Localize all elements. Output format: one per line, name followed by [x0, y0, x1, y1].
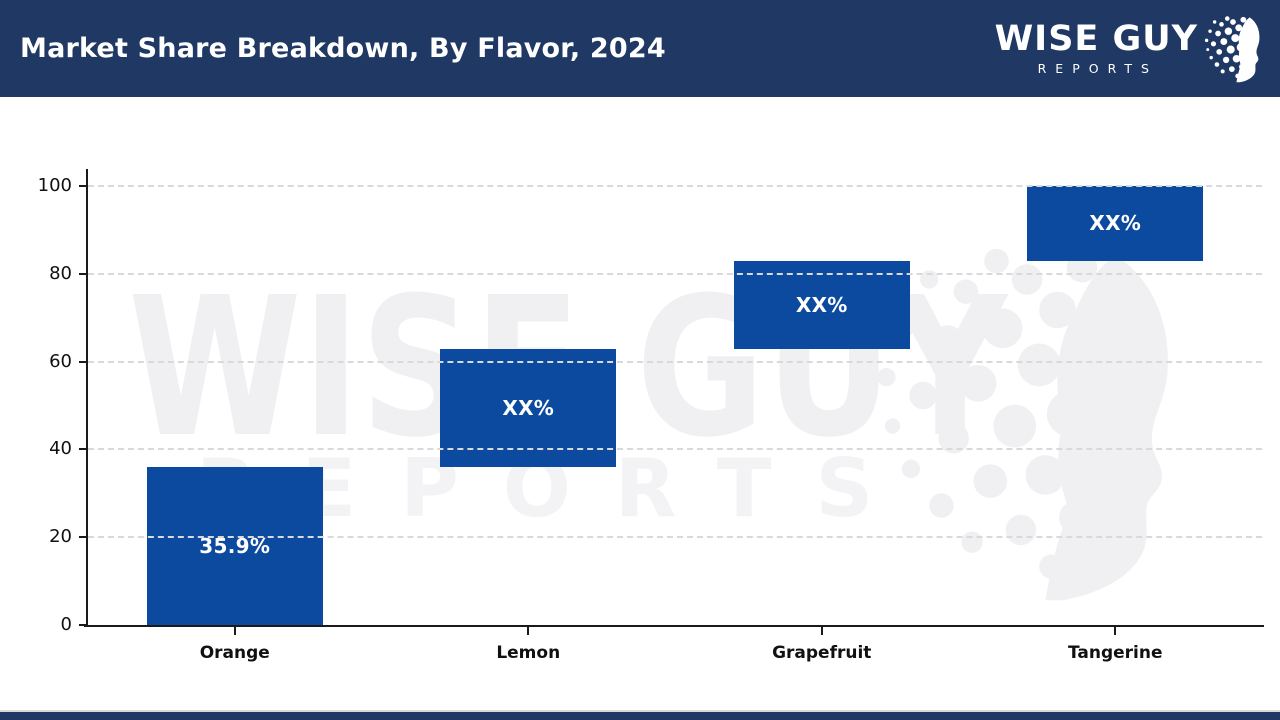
dotted-head-icon	[1204, 15, 1260, 82]
bar-lemon: XX%	[440, 348, 617, 468]
y-tick-mark-0	[79, 624, 88, 626]
x-tick-label-tangerine: Tangerine	[1067, 643, 1163, 663]
bar-value-label-grapefruit: XX%	[795, 292, 848, 317]
x-tick-label-orange: Orange	[199, 643, 270, 663]
y-tick-label-40: 40	[49, 438, 72, 460]
bar-value-label-lemon: XX%	[502, 396, 555, 421]
footer-bar	[0, 712, 1280, 720]
gridline-y-40	[88, 448, 1262, 451]
y-axis-line	[86, 169, 88, 627]
chart-area: WISE GUY REPORTS 0 20 40 60 80 100 35.9% Orange…	[0, 97, 1280, 710]
y-tick-mark-20	[79, 536, 88, 539]
x-axis-line	[84, 625, 1264, 627]
header-bar: Market Share Breakdown, By Flavor, 2024 …	[0, 0, 1280, 97]
y-tick-label-80: 80	[49, 262, 72, 284]
footer-divider	[0, 710, 1280, 712]
bar-value-label-orange: 35.9%	[199, 534, 271, 559]
x-tick-mark-orange	[233, 627, 236, 635]
y-tick-label-60: 60	[49, 350, 72, 372]
gridline-y-100	[88, 185, 1262, 187]
y-tick-label-20: 20	[49, 526, 72, 548]
gridline-y-60	[88, 360, 1262, 363]
x-tick-label-lemon: Lemon	[496, 643, 561, 663]
x-tick-mark-lemon	[527, 627, 530, 635]
bar-orange: 35.9%	[146, 467, 323, 625]
bar-value-label-tangerine: XX%	[1089, 211, 1142, 236]
gridline-y-80	[88, 272, 1262, 275]
brand-wordmark: WISE GUY REPORTS	[994, 18, 1198, 76]
brand-name: WISE GUY	[994, 18, 1198, 59]
plot-area: 0 20 40 60 80 100 35.9% Orange XX% Lemon XX% Grapef…	[38, 169, 1264, 663]
y-tick-mark-80	[79, 272, 88, 275]
x-tick-mark-tangerine	[1114, 627, 1117, 635]
y-tick-label-0: 0	[60, 614, 72, 635]
bar-tangerine: XX%	[1027, 186, 1204, 261]
gridline-y-20	[88, 536, 1262, 539]
y-tick-mark-60	[79, 360, 88, 363]
y-tick-mark-40	[79, 448, 88, 451]
page-title: Market Share Breakdown, By Flavor, 2024	[20, 33, 666, 64]
y-tick-label-100: 100	[37, 175, 72, 196]
x-tick-mark-grapefruit	[820, 627, 823, 635]
brand-subtitle: REPORTS	[1037, 60, 1158, 76]
x-tick-label-grapefruit: Grapefruit	[772, 643, 872, 663]
y-tick-mark-100	[79, 185, 88, 187]
brand-logo: WISE GUY REPORTS	[995, 12, 1280, 86]
